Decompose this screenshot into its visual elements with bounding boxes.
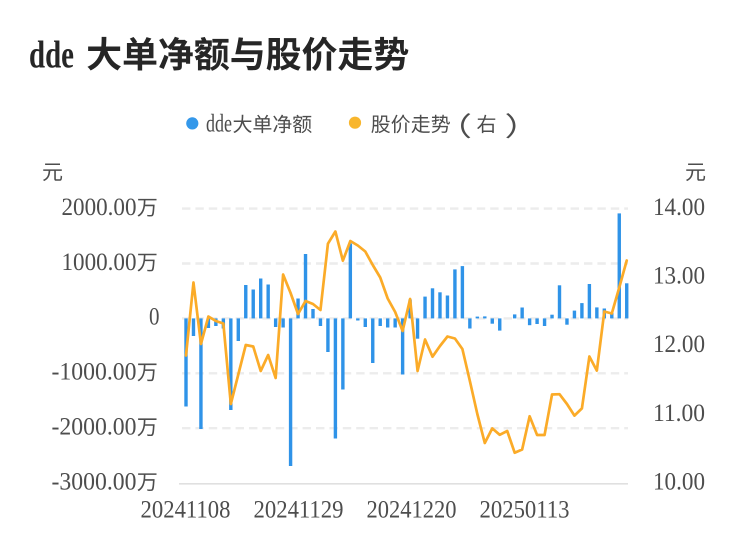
svg-text:0: 0 xyxy=(149,304,160,331)
svg-text:20250113: 20250113 xyxy=(480,497,570,524)
svg-text:-3000.00: -3000.00 xyxy=(52,468,137,495)
svg-text:20241129: 20241129 xyxy=(254,497,344,524)
svg-text:-1000.00: -1000.00 xyxy=(52,359,137,386)
svg-text:dde: dde xyxy=(206,109,232,138)
svg-text:20241220: 20241220 xyxy=(367,497,457,524)
svg-text:1000.00: 1000.00 xyxy=(62,249,137,276)
svg-text:20241108: 20241108 xyxy=(141,497,231,524)
svg-text:10.00: 10.00 xyxy=(653,468,705,495)
svg-text:dde: dde xyxy=(29,33,74,76)
svg-text:14.00: 14.00 xyxy=(653,194,705,221)
svg-text:2000.00: 2000.00 xyxy=(62,194,137,221)
svg-text:11.00: 11.00 xyxy=(653,400,705,427)
svg-text:-2000.00: -2000.00 xyxy=(52,414,137,441)
svg-text:12.00: 12.00 xyxy=(653,331,705,358)
svg-text:13.00: 13.00 xyxy=(653,263,705,290)
